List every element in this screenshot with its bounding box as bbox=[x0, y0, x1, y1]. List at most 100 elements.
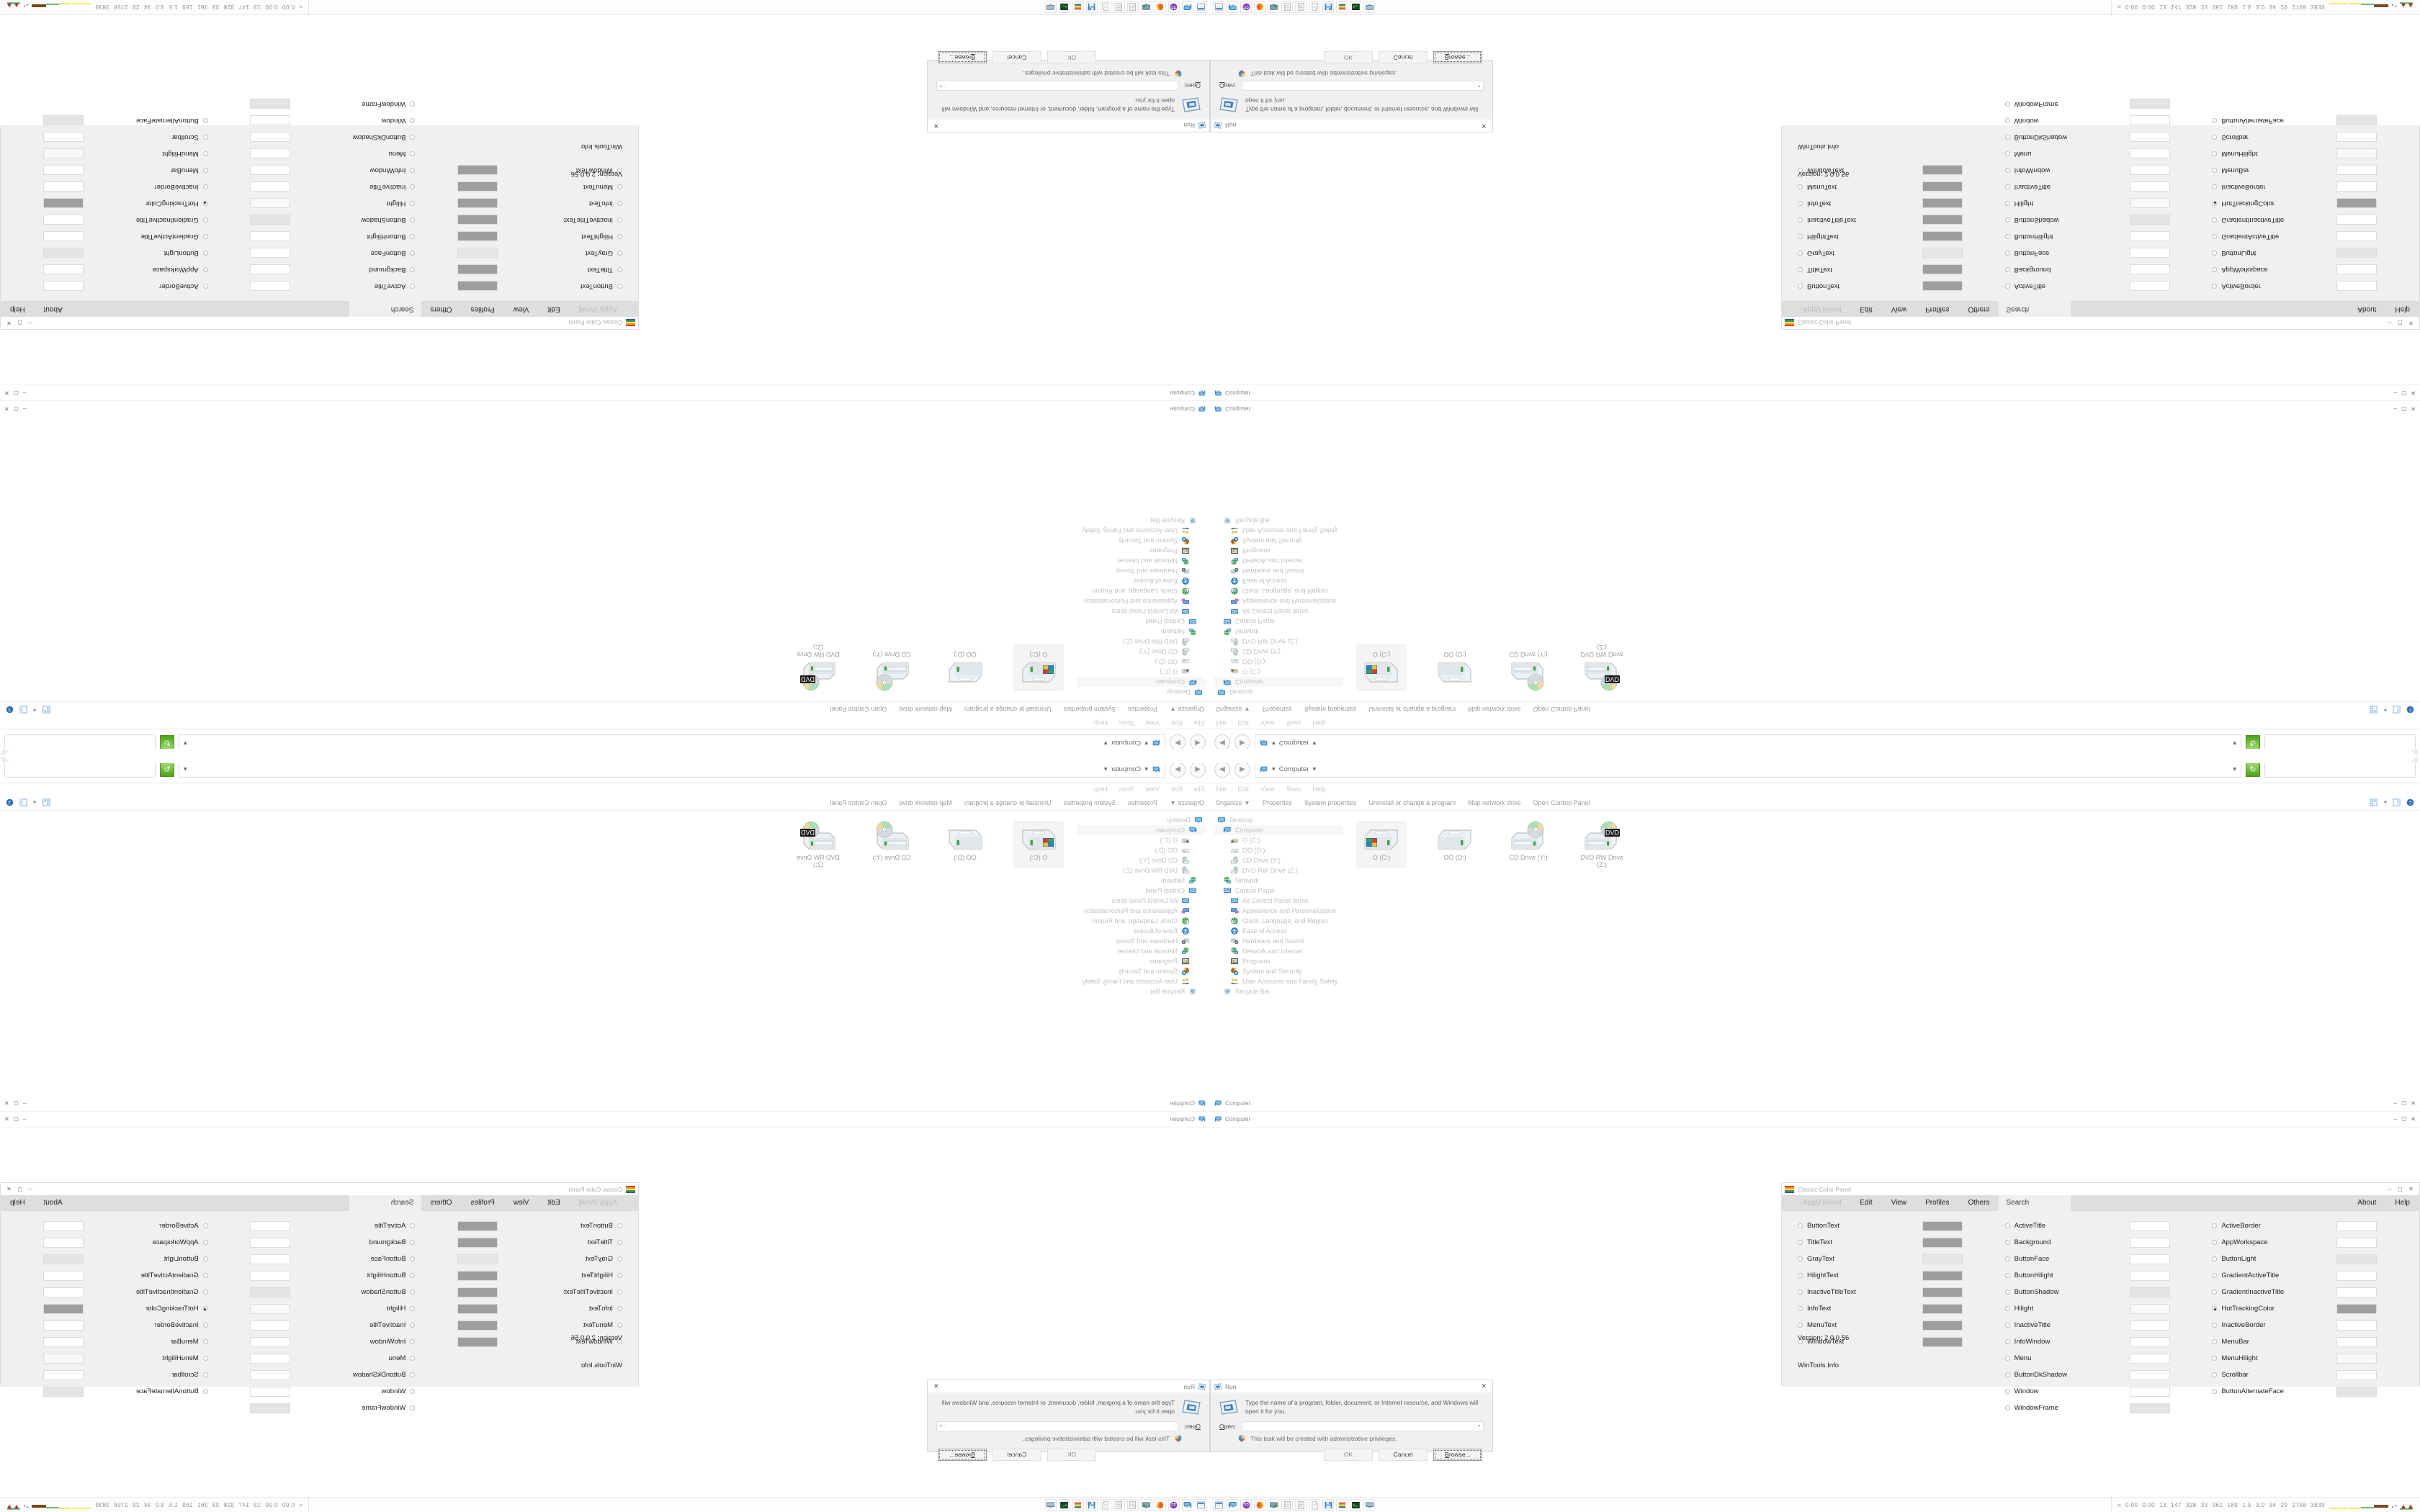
ccp-row-hilight[interactable]: Hilight bbox=[208, 1300, 416, 1317]
ccp-color-swatch-windowframe[interactable] bbox=[2129, 1403, 2170, 1413]
radio-button-inactivetitle[interactable] bbox=[2004, 184, 2010, 189]
ccp-color-swatch-menuhilight[interactable] bbox=[2336, 148, 2378, 159]
tree-item-o-c[interactable]: O (C:) bbox=[1214, 835, 1343, 845]
close-icon[interactable]: ✕ bbox=[2411, 405, 2416, 412]
drive-item-cd-drive-y[interactable]: CD Drive (Y:) bbox=[1503, 644, 1554, 691]
tree-item-appearance-and-personalization[interactable]: Appearance and Personalization bbox=[1077, 596, 1206, 606]
ccp-color-swatch-buttonalternateface[interactable] bbox=[2336, 1386, 2378, 1397]
refresh-icon[interactable]: ↻ bbox=[2246, 762, 2260, 777]
toolbar-uninstall-or-change-a-program[interactable]: Uninstall or change a program bbox=[964, 706, 1052, 714]
radio-button-inactivetitle[interactable] bbox=[2004, 1323, 2010, 1328]
ccp-color-swatch-menu[interactable] bbox=[250, 148, 291, 159]
radio-button-buttondkshadow[interactable] bbox=[410, 1372, 416, 1377]
radio-button-menu[interactable] bbox=[410, 151, 416, 156]
ccp-row-titletext[interactable]: TitleText bbox=[415, 1234, 622, 1251]
menu-edit[interactable]: Edit bbox=[1170, 786, 1183, 793]
background-window-titlebar-1[interactable]: Computer – ☐ ✕ bbox=[0, 1096, 1210, 1112]
ccp-color-swatch-scrollbar[interactable] bbox=[2336, 132, 2378, 143]
drive-item-o-c[interactable]: O (C:) bbox=[1013, 644, 1064, 691]
radio-button-buttondkshadow[interactable] bbox=[2004, 1372, 2010, 1377]
ccp-color-swatch-inactiveborder[interactable] bbox=[2336, 181, 2378, 192]
close-icon[interactable]: ✕ bbox=[2411, 390, 2416, 396]
taskbar-button-document[interactable] bbox=[1100, 1499, 1111, 1511]
change-view-icon[interactable] bbox=[2370, 798, 2378, 806]
breadcrumb-computer[interactable]: Computer bbox=[1278, 765, 1309, 773]
explorer-window[interactable]: ◀ ▶ ▾ Computer ▾ ▾ ↻ bbox=[0, 497, 1210, 756]
ccp-menu-others[interactable]: Others bbox=[1968, 1199, 1990, 1207]
ccp-row-activetitle[interactable]: ActiveTitle bbox=[2004, 278, 2213, 294]
tray-sparkline-graph[interactable] bbox=[2329, 1500, 2416, 1510]
tree-item-network-and-internet[interactable]: Network and Internet bbox=[1214, 556, 1343, 566]
ccp-color-swatch-gradientinactivetitle[interactable] bbox=[42, 1287, 84, 1297]
radio-button-windowtext[interactable] bbox=[1798, 1339, 1803, 1344]
taskbar-button-computer[interactable] bbox=[1182, 1, 1193, 13]
ccp-color-swatch-infowindow[interactable] bbox=[2129, 1336, 2170, 1347]
menu-view[interactable]: View bbox=[1260, 786, 1275, 793]
radio-button-buttonface[interactable] bbox=[2004, 1256, 2010, 1261]
ccp-row-hottrackingcolor[interactable]: HotTrackingColor bbox=[2212, 1300, 2419, 1317]
ccp-color-swatch-hilight[interactable] bbox=[250, 1303, 291, 1314]
taskbar-button-document[interactable] bbox=[1309, 1, 1320, 13]
ccp-color-swatch-activeborder[interactable] bbox=[42, 1220, 84, 1231]
tree-item-hardware-and-sound[interactable]: Hardware and Sound bbox=[1077, 566, 1206, 576]
close-icon[interactable]: ✕ bbox=[2411, 1100, 2416, 1107]
minimize-icon[interactable]: – bbox=[22, 405, 27, 412]
radio-button-infowindow[interactable] bbox=[410, 168, 416, 173]
close-icon[interactable]: ✕ bbox=[4, 390, 9, 396]
ccp-color-swatch-buttonhilight[interactable] bbox=[250, 1270, 291, 1281]
ccp-color-swatch-window[interactable] bbox=[250, 115, 291, 126]
ccp-color-swatch-buttonhilight[interactable] bbox=[250, 231, 291, 242]
ccp-color-swatch-buttonlight[interactable] bbox=[2336, 248, 2378, 258]
ccp-color-swatch-windowframe[interactable] bbox=[250, 1403, 291, 1413]
drive-item-oo-d[interactable]: OO (D:) bbox=[1430, 644, 1480, 691]
radio-button-inactivetitletext[interactable] bbox=[1798, 217, 1803, 222]
tray-expand-chevron-icon[interactable]: » bbox=[2117, 1501, 2121, 1508]
toolbar-organize[interactable]: Organize ▼ bbox=[1216, 799, 1250, 806]
radio-button-background[interactable] bbox=[410, 267, 416, 272]
taskbar-button-terminal[interactable] bbox=[1350, 1499, 1361, 1511]
ccp-row-buttonalternateface[interactable]: ButtonAlternateFace bbox=[1, 1383, 208, 1400]
explorer-toolbar[interactable]: Organize ▼ Properties System properties … bbox=[1210, 701, 2420, 717]
search-input[interactable] bbox=[4, 761, 156, 778]
tree-item-network-and-internet[interactable]: Network and Internet bbox=[1077, 556, 1206, 566]
tree-item-user-accounts-and-family-safety[interactable]: User Accounts and Family Safety bbox=[1214, 976, 1343, 986]
radio-button-infowindow[interactable] bbox=[2004, 1339, 2010, 1344]
taskbar-button-document[interactable] bbox=[1309, 1499, 1320, 1511]
ccp-color-swatch-activeborder[interactable] bbox=[2336, 1220, 2378, 1231]
ccp-row-gradientinactivetitle[interactable]: GradientInactiveTitle bbox=[1, 1284, 208, 1300]
tree-item-dvd-rw-drive-z[interactable]: DVD RW Drive (Z:) bbox=[1214, 865, 1343, 876]
ccp-menu-others[interactable]: Others bbox=[430, 1199, 452, 1207]
ccp-color-swatch-inactivetitle[interactable] bbox=[2129, 1320, 2170, 1331]
ccp-row-window[interactable]: Window bbox=[2004, 1383, 2213, 1400]
ccp-menu-profiles[interactable]: Profiles bbox=[470, 1199, 495, 1207]
ccp-color-swatch-buttondkshadow[interactable] bbox=[2129, 132, 2170, 143]
radio-button-infotext[interactable] bbox=[617, 1306, 622, 1311]
tree-item-hardware-and-sound[interactable]: Hardware and Sound bbox=[1077, 936, 1206, 946]
close-icon[interactable]: ✕ bbox=[2411, 1116, 2416, 1122]
ccp-color-swatch-graytext[interactable] bbox=[457, 248, 498, 258]
ccp-color-swatch-buttonlight[interactable] bbox=[42, 248, 84, 258]
explorer-menubar[interactable]: File Edit View Tools Help bbox=[0, 717, 1210, 729]
ccp-color-swatch-appworkspace[interactable] bbox=[2336, 264, 2378, 275]
menu-file[interactable]: File bbox=[1193, 719, 1204, 726]
explorer-content-pane[interactable]: O (C:) OO (D:) CD Drive (Y:) DVD DVD RW Driv… bbox=[0, 516, 1077, 701]
radio-button-hilighttext[interactable] bbox=[1798, 1273, 1803, 1278]
ccp-color-swatch-buttonface[interactable] bbox=[2129, 1254, 2170, 1264]
minimize-icon[interactable]: ─ bbox=[28, 1186, 33, 1192]
radio-button-buttonface[interactable] bbox=[410, 1256, 416, 1261]
ccp-row-hilighttext[interactable]: HilightText bbox=[415, 1267, 622, 1284]
radio-button-window[interactable] bbox=[410, 1389, 416, 1394]
tree-item-all-control-panel-items[interactable]: All Control Panel Items bbox=[1077, 896, 1206, 906]
ccp-row-activeborder[interactable]: ActiveBorder bbox=[1, 1218, 208, 1234]
radio-button-menubar[interactable] bbox=[202, 1339, 208, 1344]
ccp-search-input[interactable]: Search bbox=[1999, 1195, 2071, 1211]
radio-button-inactivetitle[interactable] bbox=[410, 1323, 416, 1328]
ccp-row-menubar[interactable]: MenuBar bbox=[2212, 162, 2419, 179]
tree-item-programs[interactable]: Programs bbox=[1214, 956, 1343, 966]
ccp-search-input[interactable]: Search bbox=[349, 301, 421, 317]
ccp-color-swatch-hottrackingcolor[interactable] bbox=[2336, 198, 2378, 209]
taskbar-button-explorer[interactable] bbox=[1213, 1499, 1224, 1511]
radio-button-buttonlight[interactable] bbox=[202, 1256, 208, 1261]
ccp-row-menubar[interactable]: MenuBar bbox=[1, 162, 208, 179]
minimize-icon[interactable]: ─ bbox=[28, 320, 33, 326]
